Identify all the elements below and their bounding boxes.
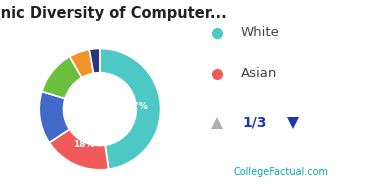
Wedge shape (70, 49, 94, 78)
Text: White: White (240, 26, 279, 39)
Text: CollegeFactual.com: CollegeFactual.com (234, 167, 329, 177)
Wedge shape (49, 129, 109, 170)
Text: .7%: .7% (129, 102, 147, 111)
Wedge shape (89, 48, 100, 73)
Text: Asian: Asian (240, 67, 277, 80)
Wedge shape (42, 57, 82, 99)
Wedge shape (100, 48, 161, 169)
Text: 1/3: 1/3 (242, 116, 266, 130)
Text: 18%: 18% (74, 139, 95, 149)
Wedge shape (39, 92, 70, 143)
Text: Ethnic Diversity of Computer...: Ethnic Diversity of Computer... (0, 6, 227, 21)
